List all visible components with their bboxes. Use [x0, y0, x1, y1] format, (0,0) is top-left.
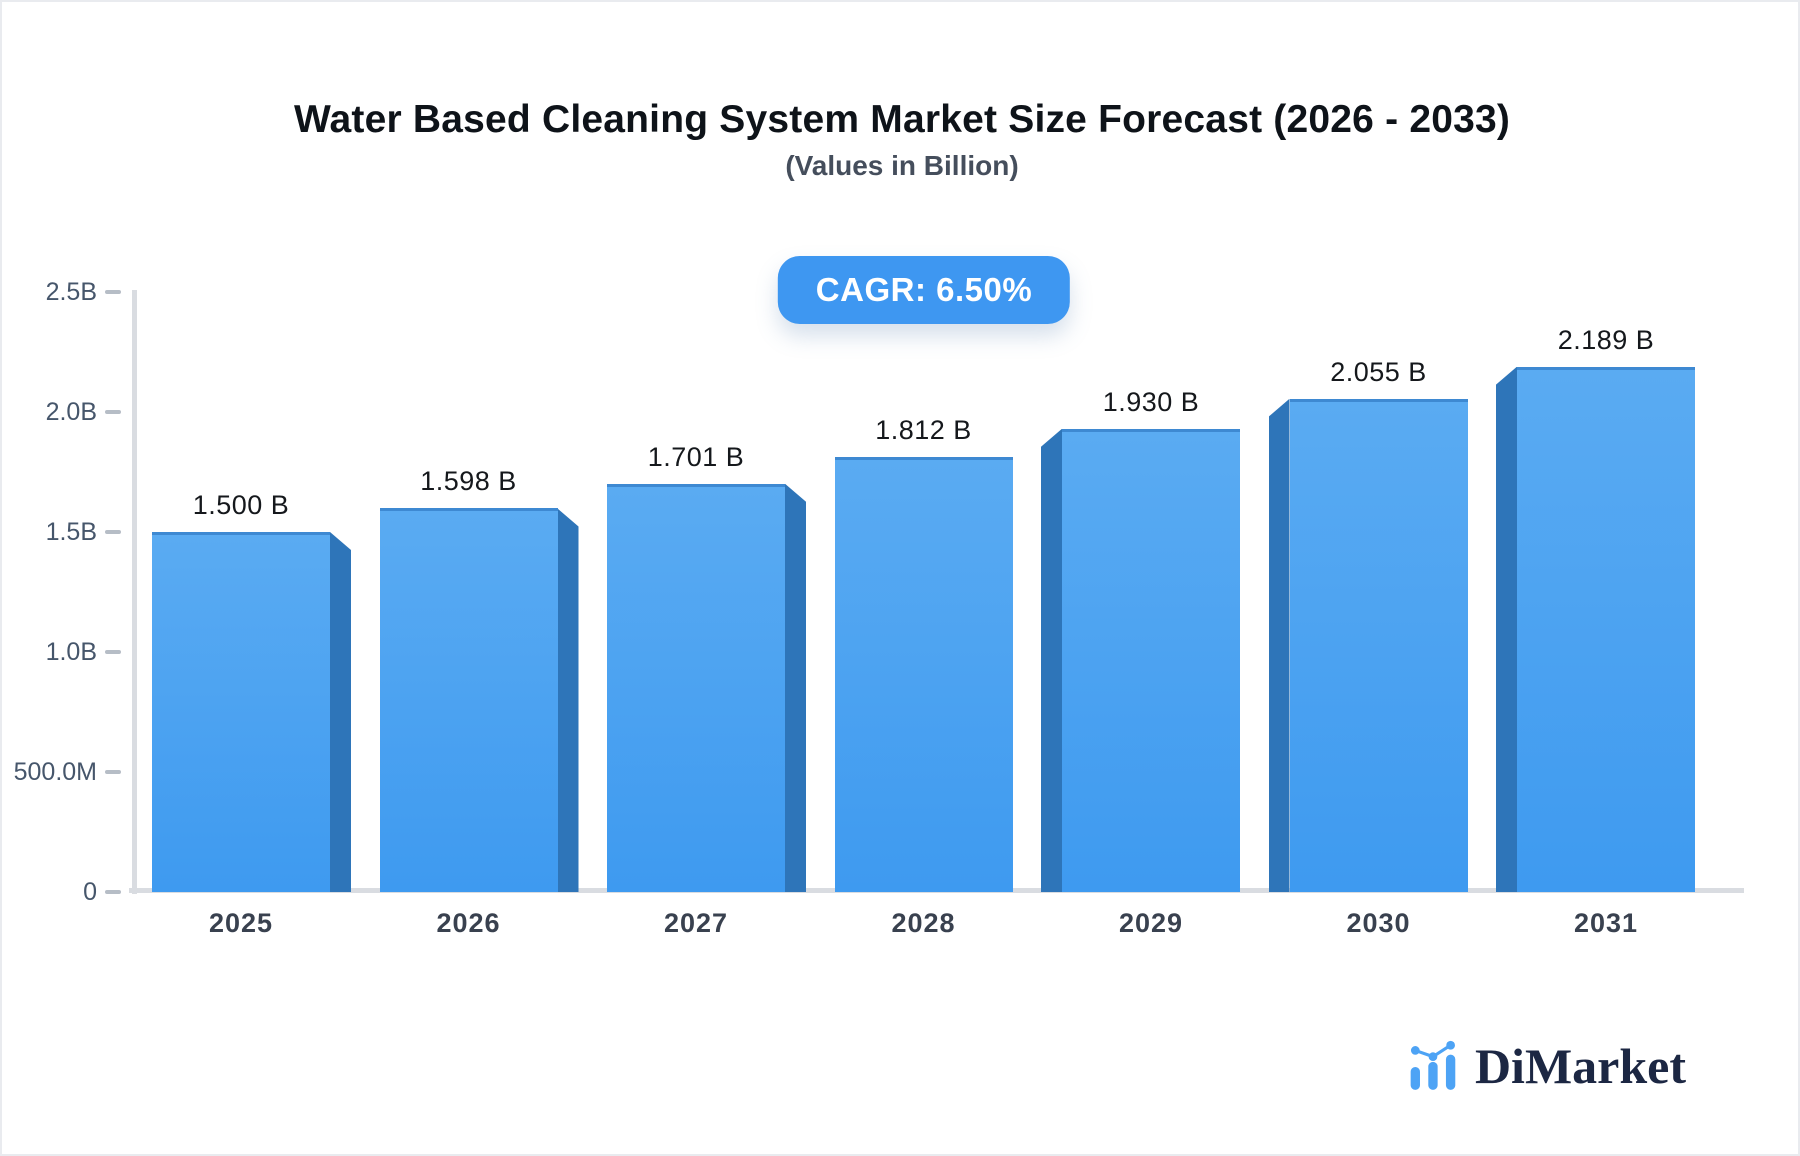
- y-axis-tick: [105, 770, 121, 774]
- y-axis-label: 1.0B: [45, 638, 97, 666]
- bar-value-label: 2.055 B: [1330, 356, 1427, 387]
- bar-2027[interactable]: [607, 483, 785, 892]
- bar-2025[interactable]: [152, 532, 330, 892]
- bar-3d-side-2030: [1268, 398, 1290, 892]
- x-axis-label-2030: 2030: [1346, 908, 1411, 938]
- x-axis-label-2025: 2025: [208, 908, 274, 938]
- bar-2026[interactable]: [379, 508, 558, 892]
- x-axis-label-2026: 2026: [436, 908, 501, 938]
- bar-value-label: 1.598 B: [420, 466, 517, 497]
- y-axis-label: 1.5B: [45, 518, 97, 546]
- brand-logo: DiMarket: [1407, 1038, 1686, 1094]
- x-axis-label-2029: 2029: [1118, 908, 1184, 938]
- bar-3d-side-2031: [1496, 366, 1517, 892]
- bar-value-label: 1.812 B: [875, 415, 972, 446]
- y-axis-tick: [105, 410, 121, 414]
- cagr-badge: CAGR: 6.50%: [777, 256, 1071, 324]
- bar-2030[interactable]: [1289, 398, 1468, 892]
- x-axis-label-2031: 2031: [1573, 908, 1639, 938]
- bar-2029[interactable]: [1062, 428, 1240, 892]
- bar-value-label: 2.189 B: [1557, 324, 1655, 355]
- bar-3d-side-2027: [785, 483, 806, 892]
- y-axis-tick: [105, 650, 121, 654]
- y-axis-label: 500.0M: [13, 758, 97, 786]
- bar-3d-side-2025: [330, 532, 351, 892]
- y-axis-label: 2.5B: [45, 278, 97, 306]
- y-axis-tick: [105, 890, 121, 894]
- bar-2028[interactable]: [834, 457, 1013, 892]
- y-axis-label: 2.0B: [45, 398, 97, 426]
- chart-title: Water Based Cleaning System Market Size …: [293, 98, 1511, 141]
- x-axis-label-2028: 2028: [891, 908, 956, 938]
- bar-chart-trend-icon: [1407, 1039, 1461, 1093]
- bar-value-label: 1.500 B: [192, 490, 290, 520]
- bar-3d-side-2029: [1041, 428, 1062, 892]
- y-axis-tick: [105, 530, 121, 534]
- bar-3d-side-2026: [557, 508, 579, 892]
- y-axis-label: 0: [83, 878, 97, 906]
- y-axis-tick: [105, 290, 121, 294]
- bar-2031[interactable]: [1517, 366, 1695, 892]
- y-axis-line: [132, 290, 137, 894]
- chart-subtitle: (Values in Billion): [785, 150, 1019, 181]
- brand-name: DiMarket: [1474, 1038, 1686, 1094]
- x-axis-label-2027: 2027: [663, 908, 729, 938]
- bar-value-label: 1.701 B: [647, 441, 745, 472]
- bar-value-label: 1.930 B: [1102, 386, 1200, 417]
